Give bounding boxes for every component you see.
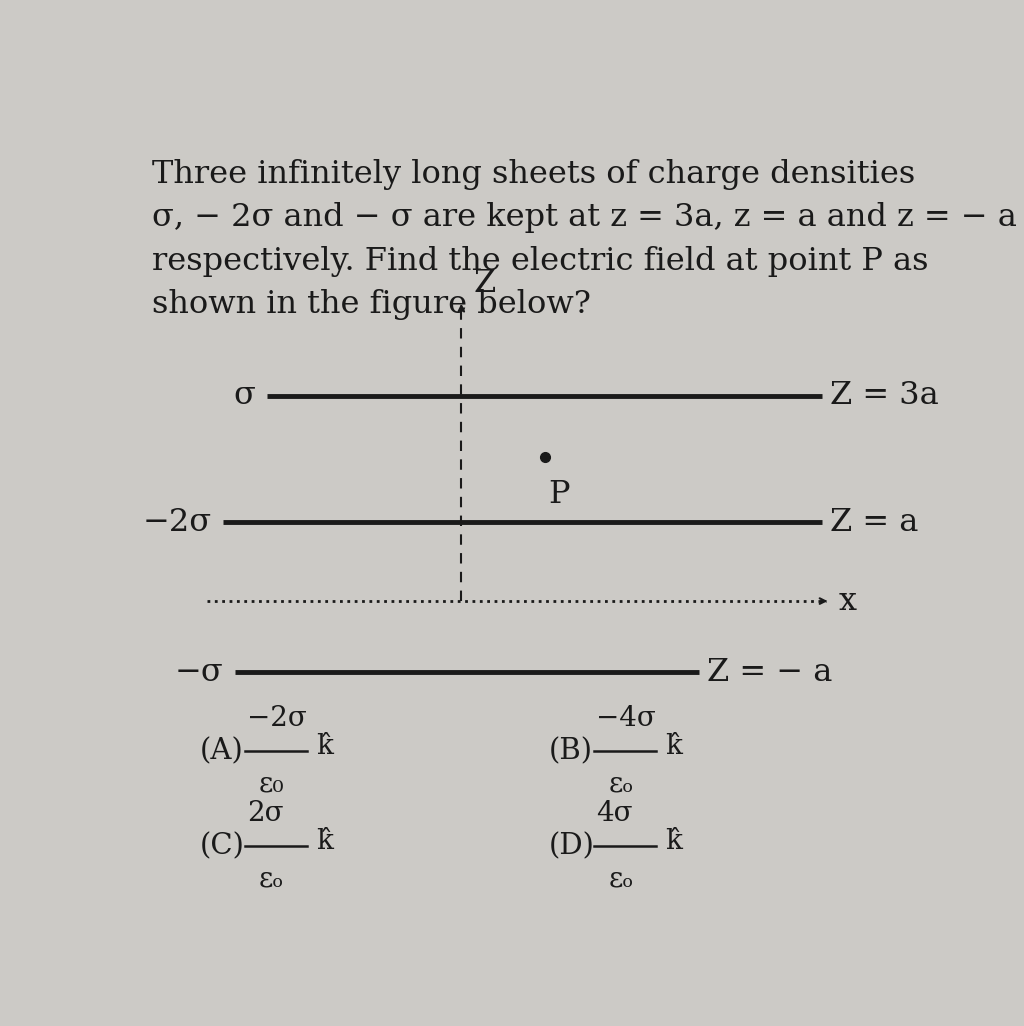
Text: εₒ: εₒ [259,866,284,893]
Text: P: P [549,479,570,510]
Text: Z = − a: Z = − a [708,657,833,687]
Text: σ: σ [233,381,255,411]
Text: respectively. Find the electric field at point P as: respectively. Find the electric field at… [152,245,929,277]
Text: −4σ: −4σ [596,705,656,733]
Text: −2σ: −2σ [142,507,211,538]
Text: k̂: k̂ [316,828,333,855]
Text: εₒ: εₒ [608,866,633,893]
Text: σ, − 2σ and − σ are kept at z = 3a, z = a and z = − a: σ, − 2σ and − σ are kept at z = 3a, z = … [152,202,1017,233]
Text: εₒ: εₒ [608,771,633,798]
Text: (D): (D) [549,832,595,860]
Text: −2σ: −2σ [247,705,307,733]
Text: (C): (C) [200,832,245,860]
Text: ε₀: ε₀ [259,771,285,798]
Text: Three infinitely long sheets of charge densities: Three infinitely long sheets of charge d… [152,159,915,190]
Text: (A): (A) [200,738,243,765]
Text: 2σ: 2σ [247,800,284,827]
Text: k̂: k̂ [666,733,682,760]
Text: Z = a: Z = a [830,507,919,538]
Text: Z: Z [473,268,496,299]
Text: (B): (B) [549,738,593,765]
Text: x: x [839,586,856,617]
Text: k̂: k̂ [316,733,333,760]
Text: 4σ: 4σ [596,800,633,827]
Text: −σ: −σ [174,657,223,687]
Text: k̂: k̂ [666,828,682,855]
Text: shown in the figure below?: shown in the figure below? [152,289,591,320]
Text: Z = 3a: Z = 3a [830,381,939,411]
